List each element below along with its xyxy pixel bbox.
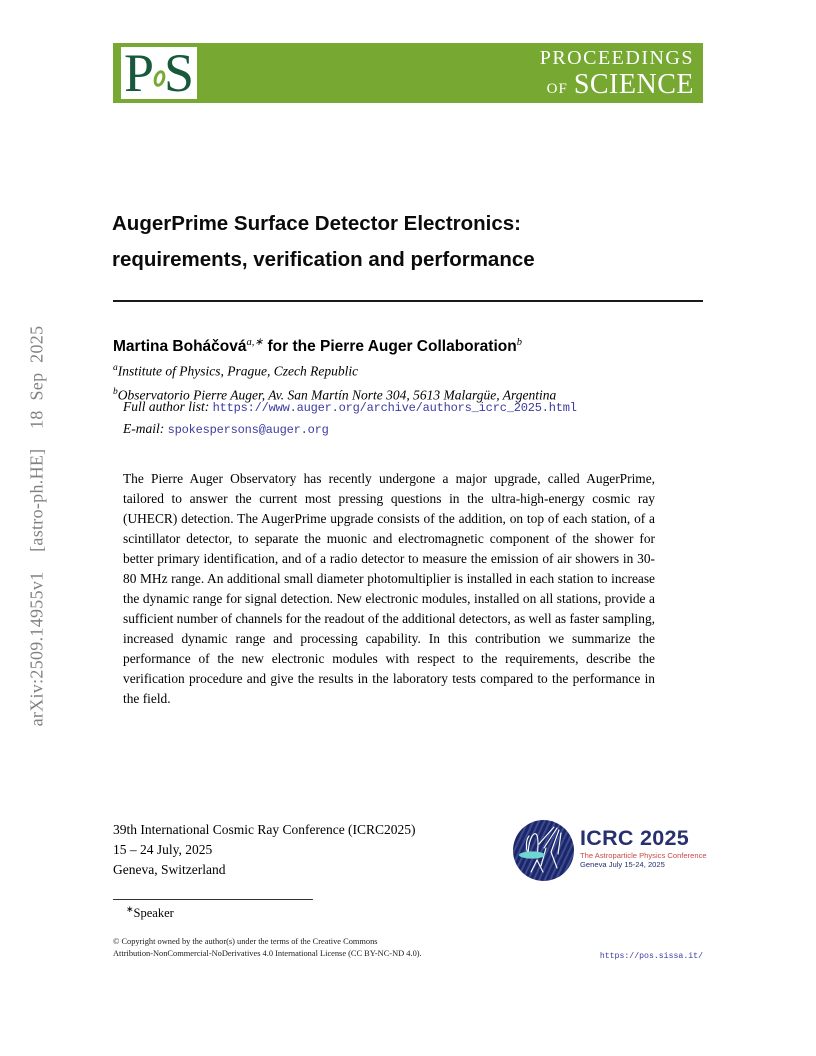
footnote-rule — [113, 899, 313, 900]
wordmark-science: OF SCIENCE — [540, 71, 694, 99]
icrc-logo-artwork — [519, 826, 562, 873]
email-link[interactable]: spokespersons@auger.org — [167, 423, 329, 437]
affiliation-b-superscript: b — [113, 387, 118, 397]
icrc-logo-icon — [513, 820, 574, 881]
icrc-logo-subtitle: The Astroparticle Physics Conference — [580, 851, 707, 860]
author-line: Martina Boháčováa,∗ for the Pierre Auger… — [113, 336, 522, 356]
speaker-label: Speaker — [133, 906, 174, 921]
icrc-logo-text: ICRC 2025 The Astroparticle Physics Conf… — [580, 827, 707, 869]
affiliations: aInstitute of Physics, Prague, Czech Rep… — [113, 358, 556, 406]
wordmark-of: OF — [546, 81, 568, 97]
affiliation-a: aInstitute of Physics, Prague, Czech Rep… — [113, 358, 556, 382]
affiliation-a-text: Institute of Physics, Prague, Czech Repu… — [117, 363, 359, 379]
icrc-logo-title: ICRC 2025 — [580, 826, 690, 850]
affiliation-b-text: Observatorio Pierre Auger, Av. San Martí… — [117, 387, 557, 403]
copyright-notice: © Copyright owned by the author(s) under… — [113, 936, 422, 959]
arxiv-stamp: arXiv:2509.14955v1 [astro-ph.HE] 18 Sep … — [26, 325, 47, 727]
pos-logo-letter-s: S — [164, 43, 195, 103]
pos-sissa-link[interactable]: https://pos.sissa.it/ — [599, 952, 703, 961]
author-collaboration: for the Pierre Auger Collaboration — [263, 338, 517, 356]
abstract-text: The Pierre Auger Observatory has recentl… — [123, 471, 655, 706]
email-label: E-mail: — [123, 421, 168, 436]
collaboration-superscript: b — [516, 337, 522, 348]
author-name-superscript: a,∗ — [246, 337, 264, 348]
full-author-list-label: Full author list: — [123, 399, 213, 414]
sissa-link-container: https://pos.sissa.it/ — [503, 945, 703, 963]
wordmark-proceedings: PROCEEDINGS — [539, 47, 694, 69]
title-divider — [113, 300, 703, 302]
conference-info: 39th International Cosmic Ray Conference… — [113, 820, 416, 880]
author-name: Martina Boháčová — [113, 338, 247, 356]
conference-name: 39th International Cosmic Ray Conference… — [113, 822, 416, 837]
affiliation-b: bObservatorio Pierre Auger, Av. San Mart… — [113, 382, 556, 406]
icrc-logo-dates: Geneva July 15-24, 2025 — [580, 860, 665, 869]
proceedings-of-science-wordmark: PROCEEDINGS OF SCIENCE — [540, 48, 694, 99]
wordmark-science-text: SCIENCE — [573, 69, 694, 100]
conference-dates: 15 – 24 July, 2025 — [113, 842, 213, 857]
pos-logo-letter-p: P — [123, 43, 154, 103]
copyright-line-2: Attribution-NonCommercial-NoDerivatives … — [113, 948, 422, 958]
speaker-asterisk: ∗ — [126, 904, 134, 914]
page-title: AugerPrime Surface Detector Electronics:… — [112, 206, 704, 278]
affiliation-a-superscript: a — [113, 363, 118, 373]
title-line-2: requirements, verification and performan… — [112, 248, 535, 271]
title-line-1: AugerPrime Surface Detector Electronics: — [112, 212, 521, 235]
email-line: E-mail: spokespersons@auger.org — [123, 421, 329, 437]
full-author-list-link[interactable]: https://www.auger.org/archive/authors_ic… — [212, 401, 577, 415]
conference-location: Geneva, Switzerland — [113, 862, 226, 877]
speaker-footnote: ∗Speaker — [126, 904, 174, 921]
copyright-line-1: © Copyright owned by the author(s) under… — [113, 937, 378, 946]
full-author-list-line: Full author list: https://www.auger.org/… — [123, 399, 577, 415]
